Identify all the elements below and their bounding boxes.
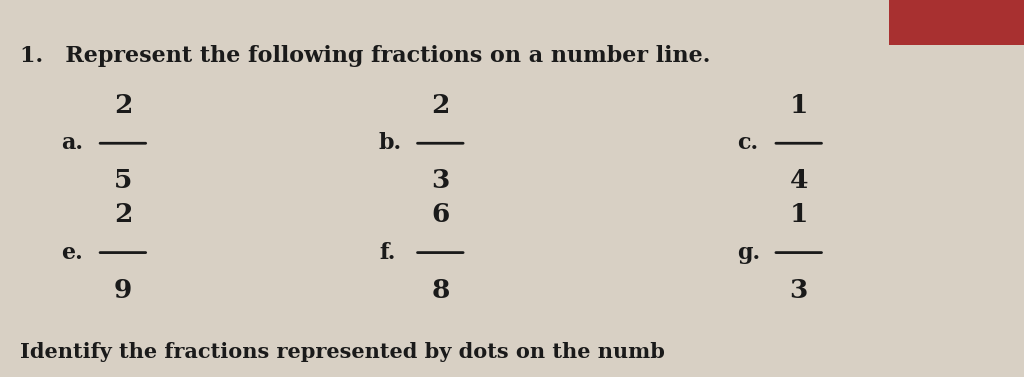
Text: 4: 4 [790,169,808,193]
Text: 1: 1 [790,93,808,118]
Text: g.: g. [737,242,761,264]
Text: 2: 2 [431,93,450,118]
Text: a.: a. [61,132,83,154]
Text: 3: 3 [790,278,808,303]
Text: 2: 2 [114,202,132,227]
Text: 1: 1 [790,202,808,227]
Text: c.: c. [737,132,759,154]
Text: 2: 2 [114,93,132,118]
Text: Identify the fractions represented by dots on the numb: Identify the fractions represented by do… [20,342,666,362]
Text: e.: e. [61,242,83,264]
Text: 5: 5 [114,169,132,193]
Text: 6: 6 [431,202,450,227]
Text: b.: b. [379,132,402,154]
Text: 8: 8 [431,278,450,303]
Text: 9: 9 [114,278,132,303]
Text: 1. Represent the following fractions on a number line.: 1. Represent the following fractions on … [20,45,711,67]
Text: 3: 3 [431,169,450,193]
Text: f.: f. [379,242,395,264]
